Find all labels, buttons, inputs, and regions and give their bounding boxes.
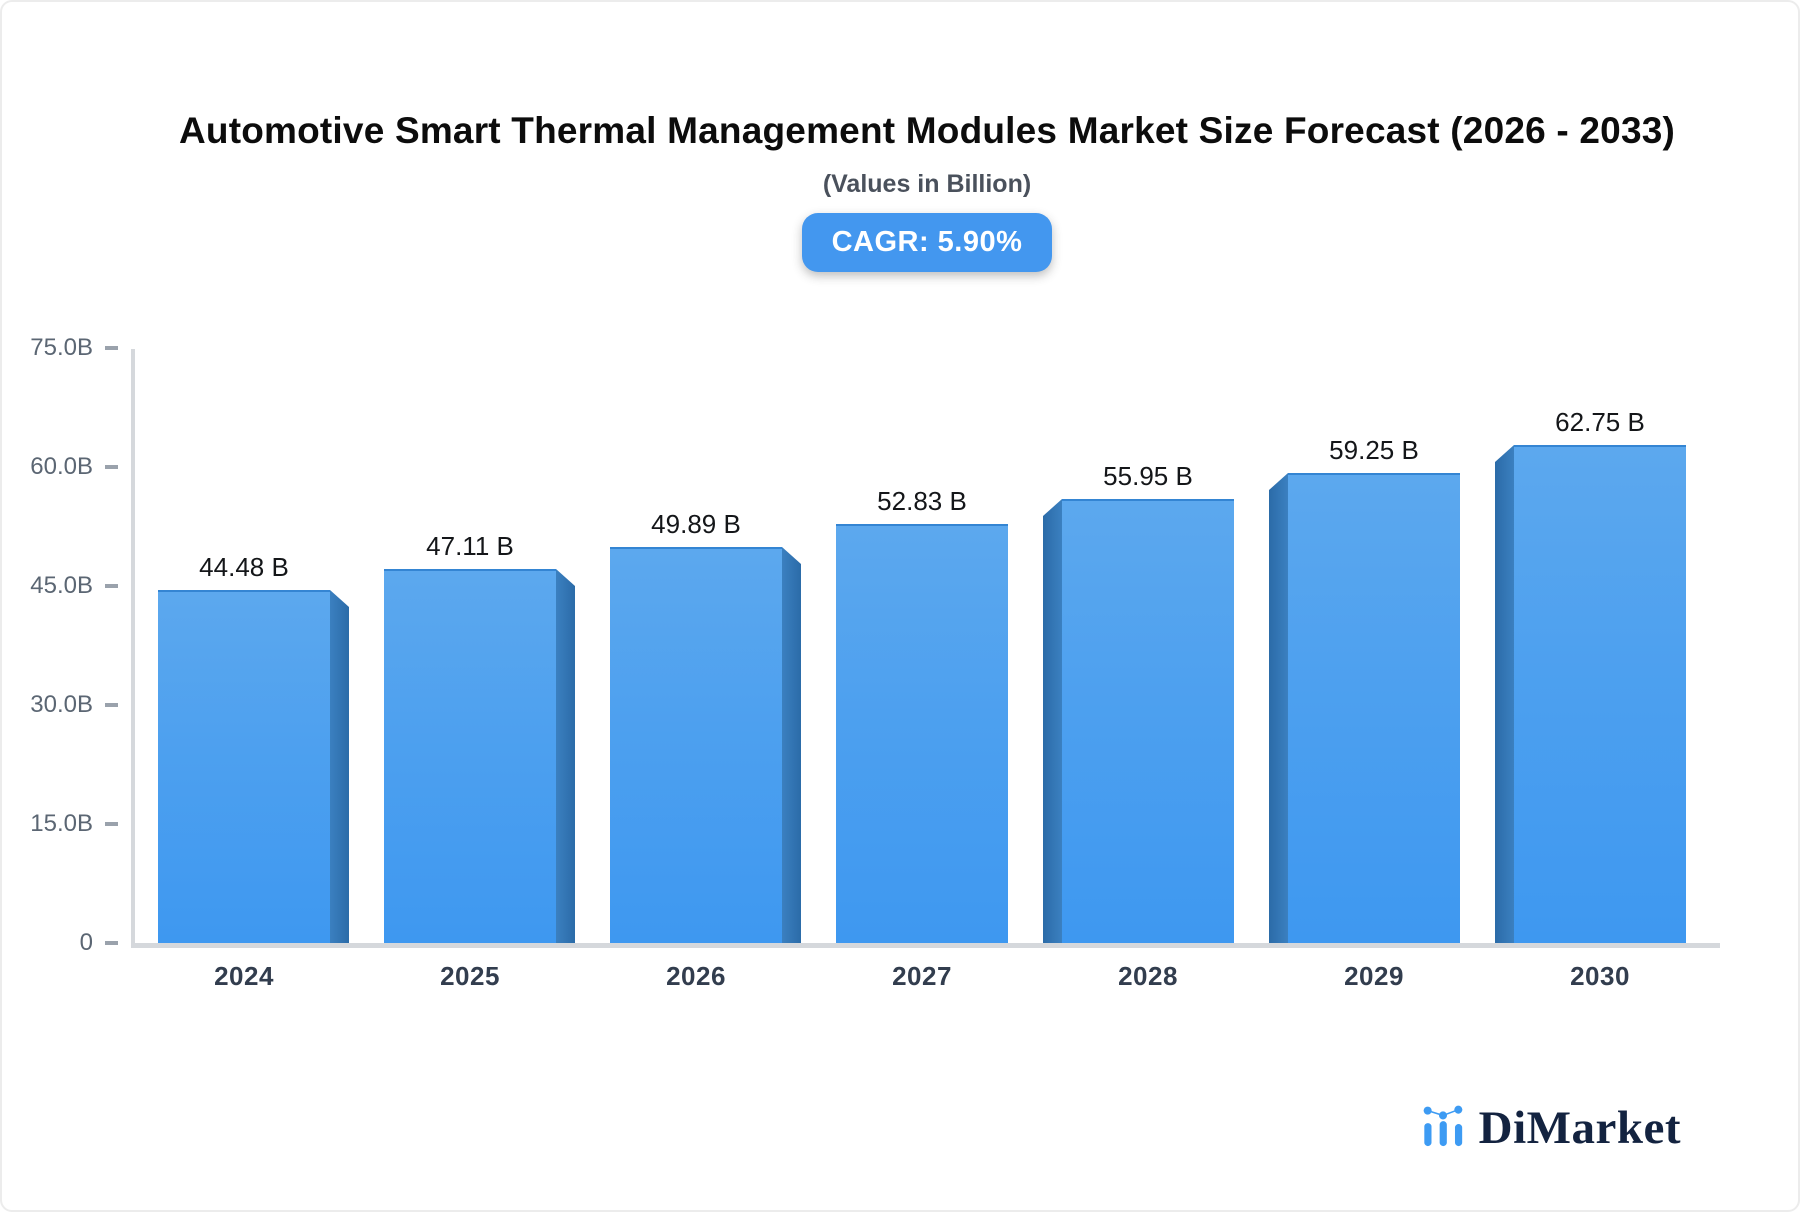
chart-header: Automotive Smart Thermal Management Modu… — [52, 102, 1798, 273]
y-axis-tick-mark — [105, 941, 118, 945]
bar-slot: 47.11 B — [357, 531, 583, 943]
y-axis-tick-mark — [105, 346, 118, 350]
bar-chart-logo-icon — [1423, 1105, 1462, 1147]
bar-value-label: 59.25 B — [1329, 435, 1419, 465]
y-axis-tick: 45.0B — [30, 572, 131, 600]
x-axis-label: 2025 — [440, 961, 500, 991]
bar-slot: 49.89 B — [583, 509, 809, 943]
cagr-badge: CAGR: 5.90% — [801, 213, 1053, 273]
x-axis-label-slot: 2029 — [1261, 961, 1487, 992]
y-axis-tick-mark — [105, 703, 118, 707]
y-axis-tick-label: 45.0B — [30, 572, 93, 599]
x-axis-labels: 2024 2025 2026 2027 2028 2029 2030 — [131, 961, 1713, 992]
bar-3d-side-face — [782, 547, 801, 943]
bar[interactable]: 55.95 B — [1043, 461, 1234, 943]
y-axis: 75.0B 60.0B 45.0B 30.0B 15.0B 0 — [2, 334, 131, 956]
y-axis-tick-label: 30.0B — [30, 691, 93, 718]
y-axis-tick-label: 0 — [79, 929, 93, 956]
bar[interactable]: 62.75 B — [1495, 407, 1686, 943]
bar-slot: 59.25 B — [1261, 435, 1487, 943]
x-axis-label: 2030 — [1570, 961, 1630, 991]
x-axis-label-slot: 2030 — [1487, 961, 1713, 992]
y-axis-tick-mark — [105, 465, 118, 469]
x-axis-label-slot: 2027 — [809, 961, 1035, 992]
y-axis-tick: 75.0B — [30, 334, 131, 362]
bar-3d-side-face — [1043, 499, 1062, 943]
dimarket-logo: DiMarket — [1420, 1102, 1681, 1152]
bar-3d-side-face — [556, 569, 575, 943]
y-axis-line — [131, 349, 135, 946]
bar-3d-side-face — [1269, 473, 1288, 943]
y-axis-tick-mark — [105, 822, 118, 826]
bar-value-label: 62.75 B — [1555, 407, 1645, 437]
bar-slot: 55.95 B — [1035, 461, 1261, 943]
y-axis-tick-mark — [105, 584, 118, 588]
x-axis-label: 2028 — [1118, 961, 1178, 991]
bar[interactable]: 49.89 B — [610, 509, 801, 943]
bar-value-label: 49.89 B — [651, 509, 741, 539]
chart-subtitle: (Values in Billion) — [822, 170, 1032, 199]
bar-value-label: 55.95 B — [1103, 461, 1193, 491]
y-axis-tick: 30.0B — [30, 691, 131, 719]
x-axis-label: 2024 — [214, 961, 274, 991]
y-axis-tick-label: 15.0B — [30, 810, 93, 837]
bar[interactable]: 59.25 B — [1269, 435, 1460, 943]
bar-slot: 44.48 B — [131, 552, 357, 943]
bar-value-label: 52.83 B — [877, 486, 967, 516]
x-axis-label-slot: 2028 — [1035, 961, 1261, 992]
bar-slot: 62.75 B — [1487, 407, 1713, 943]
y-axis-tick: 15.0B — [30, 810, 131, 838]
bar-3d-side-face — [330, 590, 349, 943]
bar[interactable]: 44.48 B — [158, 552, 349, 943]
x-axis-label: 2029 — [1344, 961, 1404, 991]
bar[interactable]: 47.11 B — [384, 531, 575, 943]
bar-slot: 52.83 B — [809, 486, 1035, 943]
y-axis-tick-label: 60.0B — [30, 453, 93, 480]
bar-3d-side-face — [1495, 445, 1514, 943]
bar-value-label: 44.48 B — [199, 552, 289, 582]
x-axis-label-slot: 2026 — [583, 961, 809, 992]
x-axis-label-slot: 2025 — [357, 961, 583, 992]
x-axis-line — [131, 943, 1720, 948]
bar-series: 44.48 B 47.11 B 49.89 B 52.83 B 55.95 B … — [131, 347, 1713, 943]
bar-value-label: 47.11 B — [426, 531, 514, 561]
brand-name: DiMarket — [1478, 1102, 1681, 1154]
y-axis-tick-label: 75.0B — [30, 334, 93, 361]
y-axis-tick: 0 — [80, 929, 131, 957]
plot-area: 75.0B 60.0B 45.0B 30.0B 15.0B 0 44.48 B … — [2, 334, 1798, 1077]
chart-title: Automotive Smart Thermal Management Modu… — [178, 110, 1676, 151]
x-axis-label-slot: 2024 — [131, 961, 357, 992]
y-axis-tick: 60.0B — [30, 453, 131, 481]
bar[interactable]: 52.83 B — [836, 486, 1008, 943]
x-axis-label: 2026 — [666, 961, 726, 991]
x-axis-label: 2027 — [892, 961, 952, 991]
